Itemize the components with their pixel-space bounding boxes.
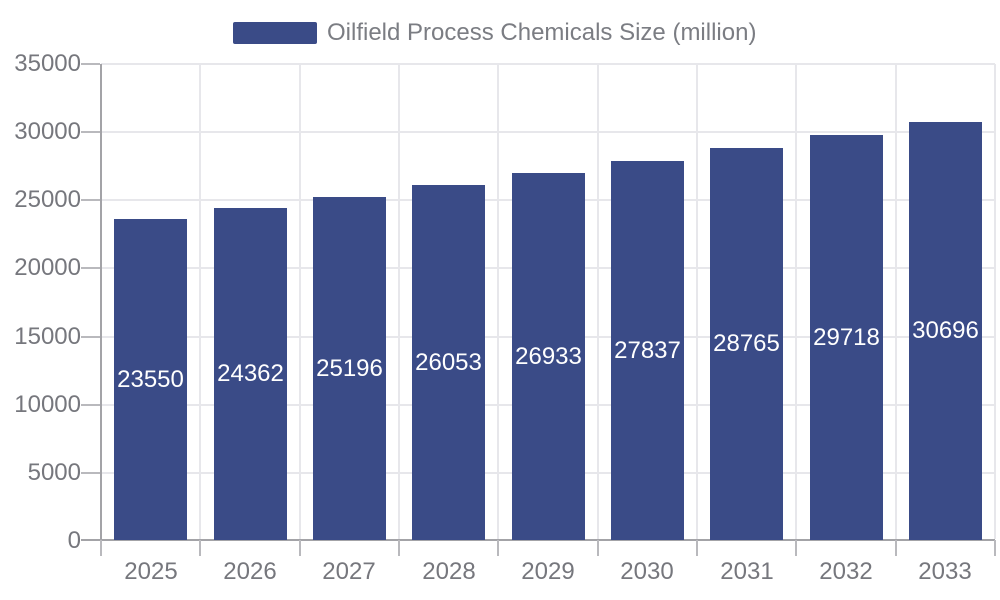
bar-2033[interactable] — [909, 122, 982, 540]
x-axis-tick — [994, 540, 996, 556]
x-axis-tick — [398, 540, 400, 556]
bar-2027[interactable] — [313, 197, 386, 540]
y-axis-tick — [81, 472, 100, 474]
y-axis-line — [100, 64, 102, 541]
y-axis-tick — [81, 267, 100, 269]
x-axis-tick — [795, 540, 797, 556]
x-axis-label: 2031 — [720, 558, 774, 585]
bar-value-label: 27837 — [614, 337, 681, 364]
y-axis-label: 25000 — [14, 186, 81, 213]
y-axis-label: 10000 — [14, 391, 81, 418]
grid-line-horizontal — [101, 131, 995, 133]
y-axis-label: 20000 — [14, 254, 81, 281]
y-axis-tick — [81, 404, 100, 406]
bar-value-label: 28765 — [713, 330, 780, 357]
grid-line-horizontal — [101, 63, 995, 65]
x-axis-label: 2033 — [918, 558, 972, 585]
bar-2025[interactable] — [114, 219, 187, 540]
x-axis-tick — [597, 540, 599, 556]
bar-value-label: 29718 — [813, 324, 880, 351]
x-axis-label: 2029 — [521, 558, 575, 585]
x-axis-label: 2027 — [322, 558, 376, 585]
y-axis-label: 30000 — [14, 118, 81, 145]
grid-line-vertical — [795, 64, 797, 539]
grid-line-vertical — [199, 64, 201, 539]
bar-value-label: 26053 — [415, 349, 482, 376]
bar-2028[interactable] — [412, 185, 485, 540]
y-axis-tick — [81, 131, 100, 133]
x-axis-tick — [299, 540, 301, 556]
grid-line-vertical — [895, 64, 897, 539]
x-axis-line — [81, 539, 995, 541]
bar-value-label: 30696 — [912, 317, 979, 344]
bar-2032[interactable] — [810, 135, 883, 540]
grid-line-vertical — [994, 64, 996, 539]
x-axis-label: 2026 — [223, 558, 277, 585]
bar-value-label: 24362 — [217, 360, 284, 387]
bar-value-label: 25196 — [316, 355, 383, 382]
bar-2030[interactable] — [611, 161, 684, 540]
y-axis-label: 35000 — [14, 50, 81, 77]
x-axis-label: 2025 — [124, 558, 178, 585]
y-axis-label: 15000 — [14, 323, 81, 350]
bar-value-label: 26933 — [515, 343, 582, 370]
y-axis-label: 5000 — [27, 459, 81, 486]
bar-value-label: 23550 — [117, 366, 184, 393]
legend-item[interactable]: Oilfield Process Chemicals Size (million… — [233, 18, 756, 48]
grid-line-vertical — [696, 64, 698, 539]
x-axis-label: 2028 — [422, 558, 476, 585]
x-axis-tick — [199, 540, 201, 556]
bar-2029[interactable] — [512, 173, 585, 540]
legend-swatch — [233, 22, 317, 44]
x-axis-tick — [100, 540, 102, 556]
grid-line-vertical — [597, 64, 599, 539]
x-axis-tick — [895, 540, 897, 556]
grid-line-vertical — [299, 64, 301, 539]
grid-line-vertical — [497, 64, 499, 539]
x-axis-label: 2032 — [819, 558, 873, 585]
bar-2031[interactable] — [710, 148, 783, 540]
x-axis-tick — [497, 540, 499, 556]
grid-line-vertical — [398, 64, 400, 539]
y-axis-tick — [81, 199, 100, 201]
x-axis-tick — [696, 540, 698, 556]
y-axis-tick — [81, 63, 100, 65]
bar-2026[interactable] — [214, 208, 287, 540]
y-axis-label: 0 — [67, 527, 81, 554]
legend-label: Oilfield Process Chemicals Size (million… — [327, 19, 757, 46]
y-axis-tick — [81, 336, 100, 338]
x-axis-label: 2030 — [620, 558, 674, 585]
